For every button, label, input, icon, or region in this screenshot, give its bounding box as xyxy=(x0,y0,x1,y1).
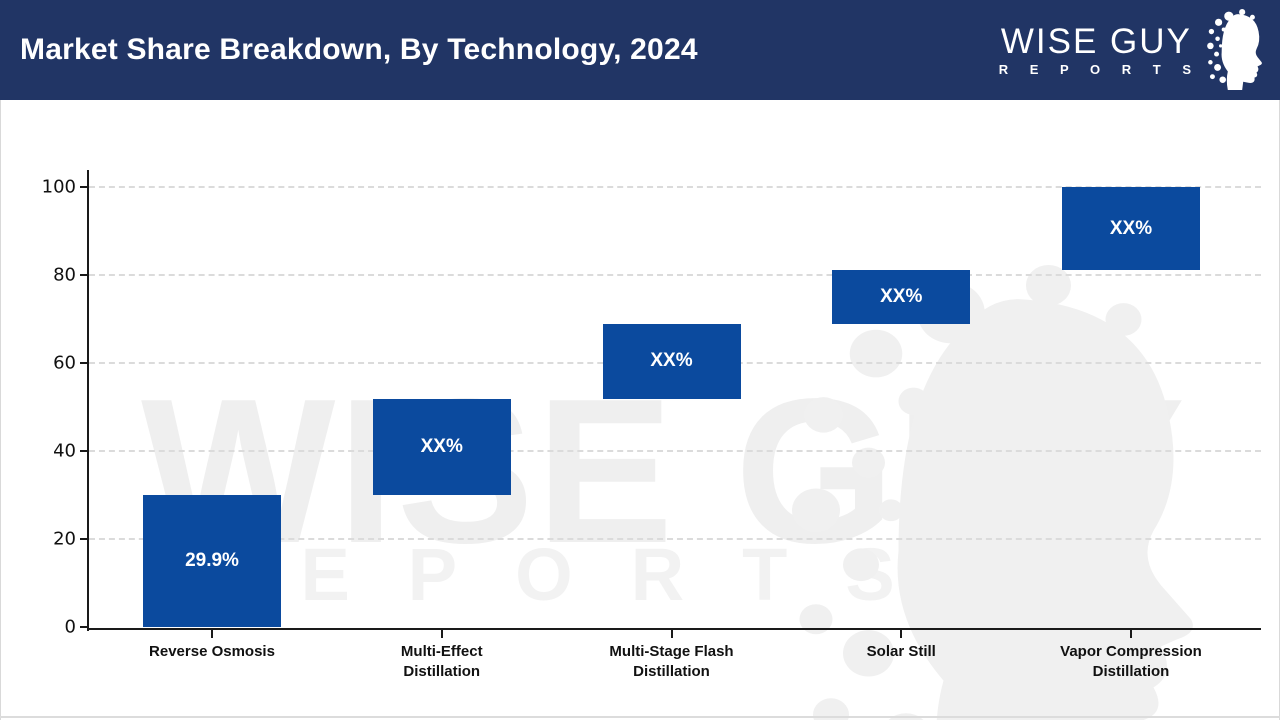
gridline xyxy=(89,274,1261,276)
x-tick xyxy=(440,630,443,638)
bar-value-label: XX% xyxy=(880,285,923,307)
logo-subtitle: R E P O R T S xyxy=(998,61,1200,77)
category-label: Vapor Compression Distillation xyxy=(1060,643,1202,681)
bar-4[interactable]: XX% xyxy=(1062,187,1200,271)
y-tick-label: 100 xyxy=(41,176,76,198)
y-tick xyxy=(80,362,88,364)
logo-head-icon xyxy=(1207,9,1262,90)
category-label: Multi-Stage Flash Distillation xyxy=(609,643,734,681)
bar-value-label: 29.9% xyxy=(185,550,239,572)
page-title: Market Share Breakdown, By Technology, 2… xyxy=(20,33,698,66)
y-tick xyxy=(80,538,88,540)
x-tick xyxy=(900,630,903,638)
bottom-border xyxy=(0,716,1280,718)
category-label: Multi-Effect Distillation xyxy=(400,643,483,681)
bar-value-label: XX% xyxy=(1109,217,1153,239)
y-tick-label: 40 xyxy=(53,440,76,462)
y-tick-label: 80 xyxy=(53,264,76,286)
gridline xyxy=(89,538,1261,540)
bar-value-label: XX% xyxy=(420,436,463,458)
wise-guy-logo: WISE GUY R E P O R T S xyxy=(993,9,1280,91)
logo-wordmark: WISE GUY xyxy=(1000,21,1192,61)
y-tick xyxy=(80,274,88,276)
bar-2[interactable]: XX% xyxy=(602,323,741,400)
x-axis-line xyxy=(87,628,1261,630)
watermark-subtitle: REPORTS xyxy=(189,533,953,616)
bar-1[interactable]: XX% xyxy=(372,399,511,496)
category-label: Reverse Osmosis xyxy=(149,643,275,660)
y-tick-label: 0 xyxy=(64,616,76,638)
x-tick xyxy=(1130,630,1132,638)
y-tick xyxy=(80,626,88,628)
y-tick-label: 60 xyxy=(53,352,76,374)
bar-value-label: XX% xyxy=(650,350,693,372)
y-tick xyxy=(80,450,88,452)
x-tick xyxy=(211,630,213,638)
gridline xyxy=(89,186,1261,188)
x-tick xyxy=(670,630,673,638)
y-tick-label: 20 xyxy=(53,528,76,550)
header-banner: Market Share Breakdown, By Technology, 2… xyxy=(0,0,1280,100)
gridline xyxy=(89,450,1261,452)
category-label: Solar Still xyxy=(866,643,936,660)
chart-area: WISE GUY REPORTS 0 20 40 60 80 100 29.9% Revers… xyxy=(0,100,1280,720)
y-tick xyxy=(80,186,88,188)
bar-0[interactable]: 29.9% xyxy=(143,495,281,627)
y-axis-line xyxy=(87,170,89,631)
bar-3[interactable]: XX% xyxy=(832,270,971,324)
